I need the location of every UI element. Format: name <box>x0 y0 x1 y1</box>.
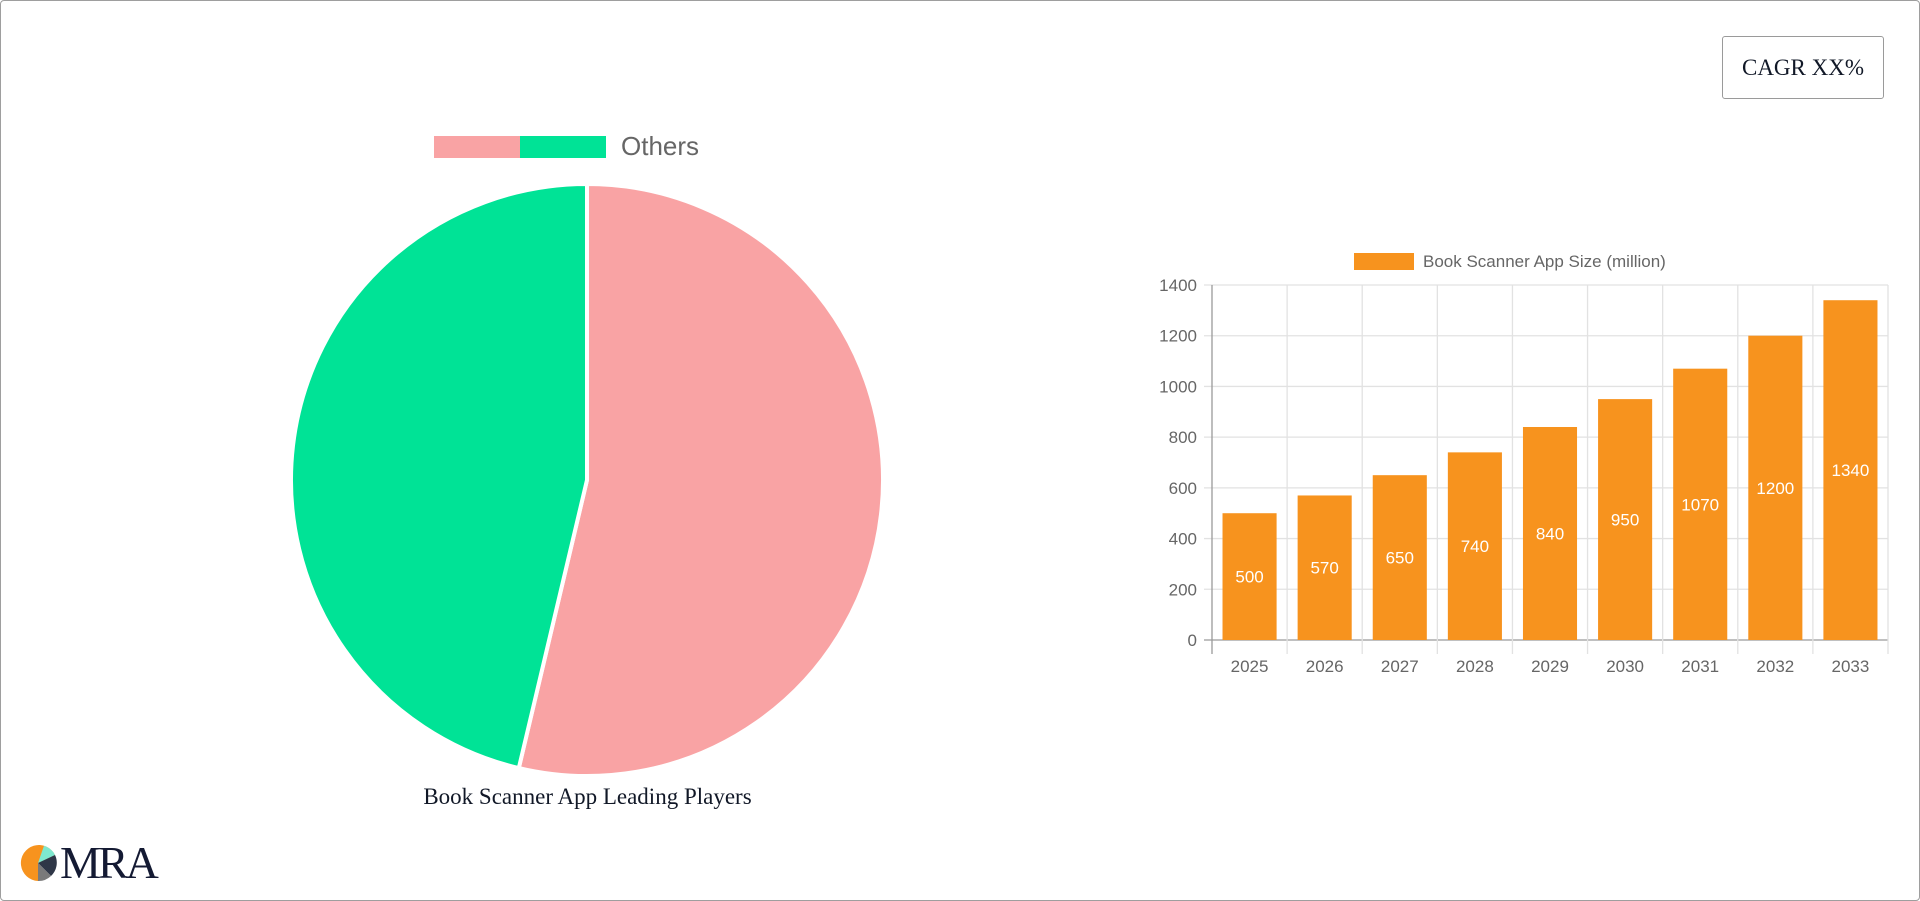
bar-value-label: 570 <box>1310 559 1338 578</box>
bar-legend[interactable]: Book Scanner App Size (million) <box>1354 252 1666 271</box>
logo-pie-icon <box>20 845 57 882</box>
x-tick-label: 2027 <box>1381 657 1419 676</box>
x-tick-label: 2032 <box>1756 657 1794 676</box>
x-tick-label: 2030 <box>1606 657 1644 676</box>
pie-chart <box>289 181 885 778</box>
legend-swatch <box>1354 253 1414 270</box>
bar-value-label: 1200 <box>1756 479 1794 498</box>
y-tick-label: 600 <box>1169 479 1197 498</box>
y-tick-label: 1400 <box>1159 276 1197 295</box>
bar-value-label: 1070 <box>1681 495 1719 514</box>
bar-2028[interactable] <box>1447 452 1502 640</box>
legend-label: Others <box>621 131 700 161</box>
bar-2033[interactable] <box>1823 300 1878 640</box>
mra-logo: MRA <box>18 837 159 888</box>
x-tick-label: 2025 <box>1231 657 1269 676</box>
legend-swatch <box>434 135 520 158</box>
bar-2027[interactable] <box>1372 475 1427 640</box>
bar-value-label: 840 <box>1536 525 1564 544</box>
pie-slice[interactable] <box>516 181 885 778</box>
x-tick-label: 2026 <box>1306 657 1344 676</box>
bar-2026[interactable] <box>1297 495 1352 640</box>
pie-chart-title: Book Scanner App Leading Players <box>423 784 752 809</box>
y-tick-label: 800 <box>1169 428 1197 447</box>
pie-legend-item-others[interactable]: Others <box>520 131 699 162</box>
bar-2031[interactable] <box>1673 368 1728 640</box>
y-tick-label: 200 <box>1169 580 1197 599</box>
y-tick-label: 0 <box>1188 631 1197 650</box>
y-tick-label: 400 <box>1169 530 1197 549</box>
bar-value-label: 740 <box>1461 537 1489 556</box>
bar-2030[interactable] <box>1598 399 1653 640</box>
x-tick-label: 2031 <box>1681 657 1719 676</box>
bar-2032[interactable] <box>1748 335 1803 640</box>
bar-value-label: 650 <box>1386 549 1414 568</box>
bar-2025[interactable] <box>1222 513 1277 640</box>
x-tick-label: 2028 <box>1456 657 1494 676</box>
bar-value-label: 950 <box>1611 511 1639 530</box>
bar-2029[interactable] <box>1522 427 1578 640</box>
pie-legend-item-leading[interactable] <box>434 135 535 158</box>
bar-value-label: 500 <box>1235 568 1263 587</box>
y-tick-label: 1200 <box>1159 327 1197 346</box>
y-tick-label: 1000 <box>1159 377 1197 396</box>
pie-slice[interactable] <box>289 181 589 771</box>
pie-legend: Others <box>434 131 739 162</box>
x-tick-label: 2033 <box>1832 657 1870 676</box>
x-tick-label: 2029 <box>1531 657 1569 676</box>
cagr-badge: CAGR XX% <box>1722 36 1884 99</box>
cagr-label: CAGR XX% <box>1741 54 1865 80</box>
bar-value-label: 1340 <box>1832 461 1870 480</box>
legend-swatch <box>520 135 606 158</box>
logo-text: MRA <box>60 837 159 888</box>
legend-label: Book Scanner App Size (million) <box>1423 252 1666 271</box>
